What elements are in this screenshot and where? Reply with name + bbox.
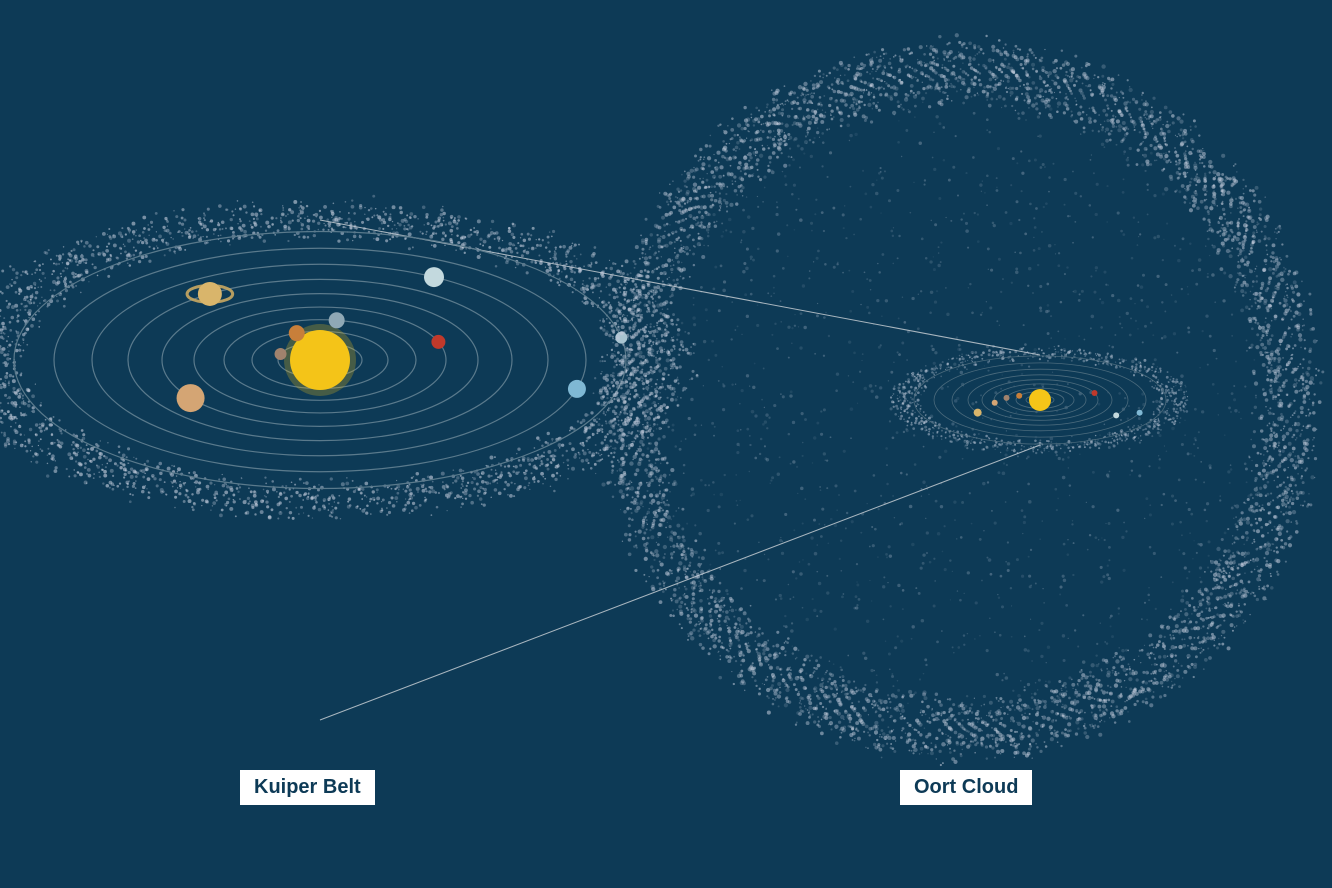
kuiper-belt-label: Kuiper Belt (240, 770, 375, 805)
planet-earth (329, 312, 345, 328)
inner-solar-system (890, 345, 1188, 454)
oort-cloud-panel (593, 33, 1325, 766)
planet-uranus (424, 267, 444, 287)
solar-system-diagram: Kuiper Belt Oort Cloud (0, 0, 1332, 888)
planets (177, 267, 628, 412)
planet-neptune (568, 380, 586, 398)
oort-cloud-label: Oort Cloud (900, 770, 1032, 805)
mini-sun-icon (1029, 389, 1051, 411)
diagram-svg (0, 0, 1332, 888)
kuiper-belt-panel (0, 195, 698, 520)
planet-jupiter (177, 384, 205, 412)
planet-saturn (198, 282, 222, 306)
planet-mars (431, 335, 445, 349)
zoom-connector-lines (320, 220, 1040, 720)
planet-mercury (275, 348, 287, 360)
planet-venus (289, 325, 305, 341)
